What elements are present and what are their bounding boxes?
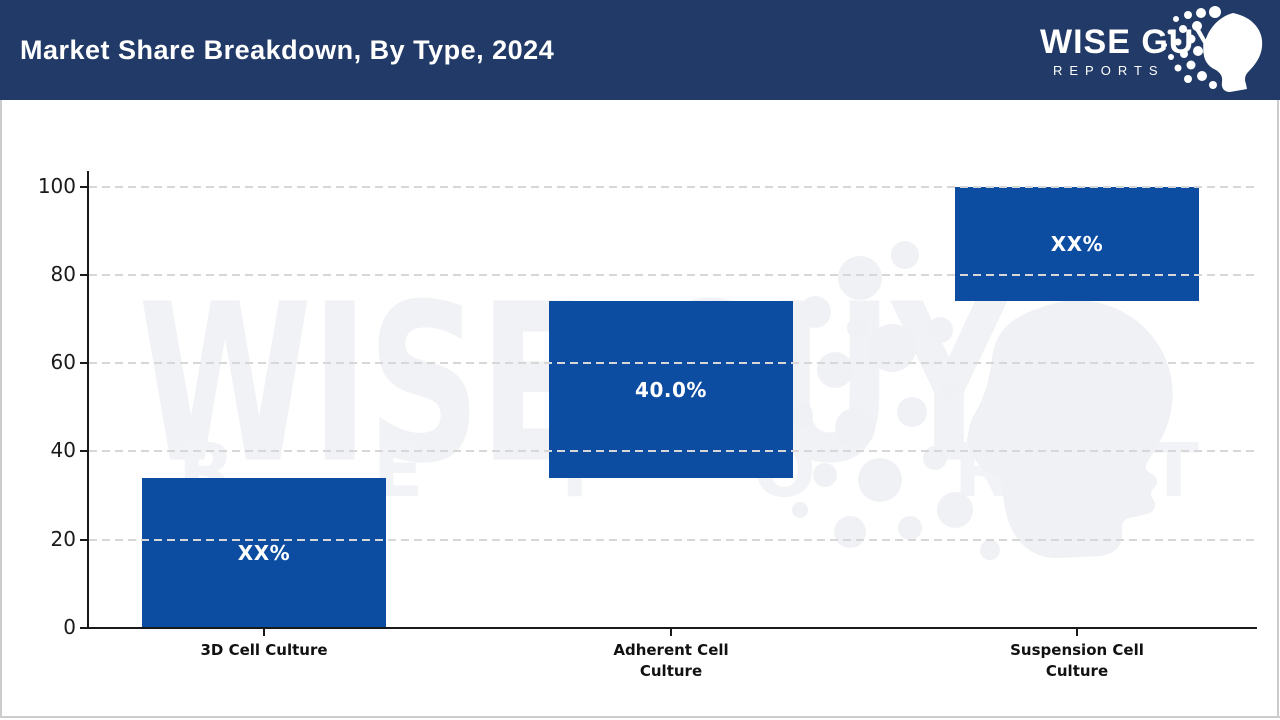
gridline: [89, 538, 1255, 541]
y-axis-tick: [80, 185, 87, 188]
y-axis-tick: [80, 538, 87, 541]
bar-segment: XX%: [142, 477, 386, 628]
bar-value-label: XX%: [237, 540, 291, 565]
gridline: [89, 273, 1255, 276]
y-axis-tick-label: 20: [50, 526, 76, 551]
x-axis-tick: [670, 629, 672, 636]
x-axis-tick: [1076, 629, 1078, 636]
x-axis-category-label: Adherent Cell Culture: [613, 641, 729, 680]
wise-guy-reports-logo: WISE GUY REPORTS: [1040, 6, 1263, 92]
watermark-face-dots-icon: ;: [778, 241, 1173, 560]
header-bar: Market Share Breakdown, By Type, 2024 WI…: [0, 0, 1280, 100]
gridline: [89, 185, 1255, 188]
y-axis-tick-label: 40: [50, 438, 76, 463]
x-axis-category-label: Suspension Cell Culture: [1010, 641, 1144, 680]
page-title: Market Share Breakdown, By Type, 2024: [20, 34, 555, 65]
bar-segment: XX%: [955, 186, 1199, 302]
y-axis-tick: [80, 627, 87, 629]
y-axis-tick: [80, 450, 87, 453]
logo-reports-text: REPORTS: [1053, 63, 1165, 78]
y-axis-tick-label: 0: [63, 615, 76, 639]
x-axis-line: [87, 627, 1257, 629]
x-axis-category-label: 3D Cell Culture: [200, 641, 328, 659]
y-axis-line: [87, 171, 89, 629]
y-axis-tick: [80, 273, 87, 276]
page-border-right: [1277, 100, 1279, 716]
page-border-left: [0, 100, 2, 716]
y-axis-tick-label: 80: [50, 261, 76, 286]
bar-segment: 40.0%: [549, 301, 793, 478]
x-axis-tick: [263, 629, 265, 636]
y-axis-tick: [80, 362, 87, 365]
y-axis-tick-label: 100: [37, 173, 76, 198]
page-border-bottom: [0, 716, 1280, 718]
gridline: [89, 450, 1255, 453]
logo-face-icon: [1163, 6, 1263, 92]
gridline: [89, 362, 1255, 365]
bar-value-label: 40.0%: [635, 377, 707, 402]
bar-value-label: XX%: [1050, 231, 1104, 256]
y-axis-tick-label: 60: [50, 350, 76, 375]
